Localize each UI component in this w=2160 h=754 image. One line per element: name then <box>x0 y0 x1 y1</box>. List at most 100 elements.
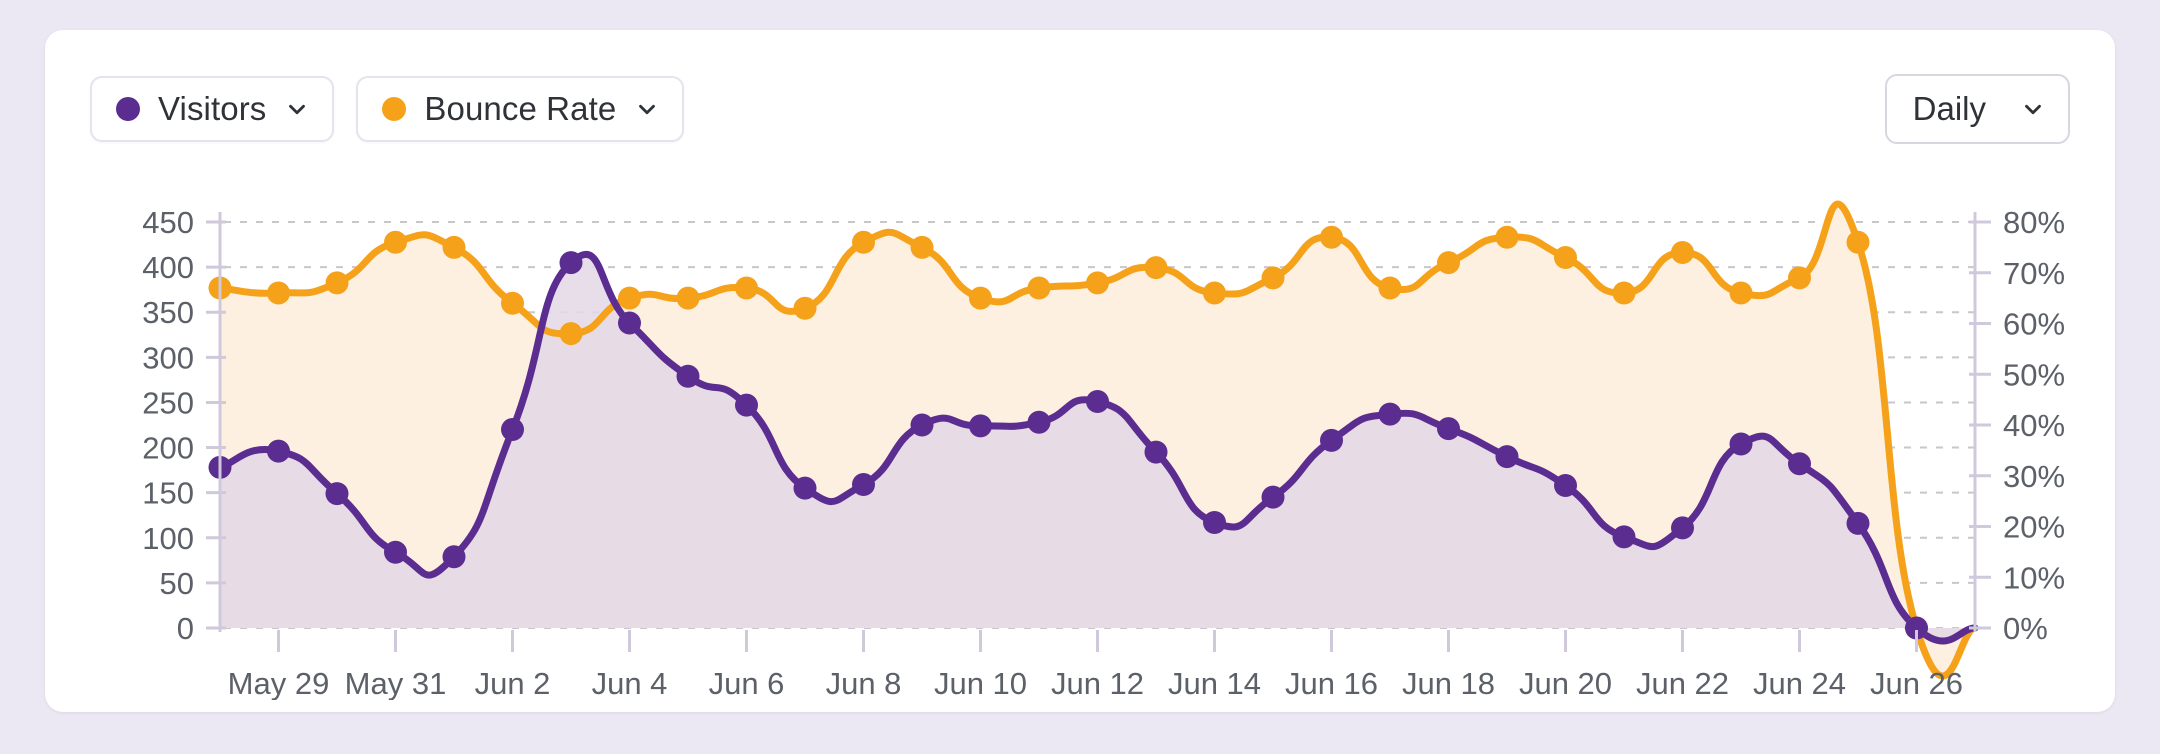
bounce-rate-point[interactable] <box>852 230 875 254</box>
right-axis-tick-label: 60% <box>2003 307 2065 342</box>
visitors-area-fill <box>220 254 1975 642</box>
x-axis-tick-label: Jun 12 <box>1051 666 1144 700</box>
bounce-rate-point[interactable] <box>442 235 466 259</box>
bounce-rate-point[interactable] <box>267 281 290 305</box>
bounce-rate-point[interactable] <box>735 276 758 300</box>
visitors-point[interactable] <box>384 540 407 564</box>
visitors-point[interactable] <box>325 482 349 506</box>
left-axis-tick-label: 50 <box>160 566 194 601</box>
visitors-point[interactable] <box>442 545 466 569</box>
visitors-point[interactable] <box>1086 390 1109 414</box>
bounce-rate-point[interactable] <box>1261 266 1285 290</box>
visitors-point[interactable] <box>1612 525 1636 549</box>
bounce-rate-point[interactable] <box>969 286 992 310</box>
x-axis-tick-label: Jun 8 <box>826 666 902 700</box>
metric-selector-visitors-label: Visitors <box>158 90 267 127</box>
left-axis-tick-label: 250 <box>142 385 194 420</box>
dual-axis-line-chart: 0 50 100 150 200 250 300 350 400 450 0% 10% 20% 30% 40… <box>142 200 2065 700</box>
bounce-rate-point[interactable] <box>1320 225 1343 249</box>
bounce-rate-point[interactable] <box>676 286 700 310</box>
visitors-point[interactable] <box>1261 485 1285 509</box>
right-axis-tick-label: 20% <box>2003 510 2065 545</box>
visitors-point[interactable] <box>1144 440 1168 464</box>
left-axis-tick-label: 300 <box>142 340 194 375</box>
left-axis-tick-label: 450 <box>142 205 194 240</box>
left-axis-tick-label: 100 <box>142 521 194 556</box>
left-axis-tick-label: 200 <box>142 431 194 466</box>
visitors-point[interactable] <box>1378 402 1402 426</box>
visitors-point[interactable] <box>969 414 992 438</box>
bounce-rate-point[interactable] <box>384 230 407 254</box>
bounce-rate-point[interactable] <box>1671 240 1694 264</box>
visitors-point[interactable] <box>1320 428 1343 452</box>
x-axis-tick-label: Jun 18 <box>1402 666 1495 700</box>
right-axis-tick-label: 10% <box>2003 560 2065 595</box>
x-axis-tick-label: Jun 22 <box>1636 666 1729 700</box>
metric-selector-bounce-rate[interactable]: Bounce Rate <box>356 76 685 142</box>
x-axis-tick-label: Jun 14 <box>1168 666 1261 700</box>
bounce-rate-point[interactable] <box>1027 276 1051 300</box>
visitors-point[interactable] <box>501 418 524 442</box>
bounce-rate-point[interactable] <box>325 271 349 295</box>
bounce-rate-point[interactable] <box>1729 281 1753 305</box>
visitors-point[interactable] <box>1495 445 1519 469</box>
right-axis-tick-label: 50% <box>2003 357 2065 392</box>
left-axis-tick-label: 400 <box>142 250 194 285</box>
bounce-rate-point[interactable] <box>501 291 524 315</box>
visitors-point[interactable] <box>559 251 583 275</box>
visitors-point[interactable] <box>1203 510 1226 534</box>
x-axis-tick-label: Jun 10 <box>934 666 1027 700</box>
metric-selector-visitors[interactable]: Visitors <box>90 76 335 142</box>
x-axis-tick-label: Jun 2 <box>475 666 551 700</box>
visitors-point[interactable] <box>1846 511 1870 535</box>
bounce-rate-point[interactable] <box>618 286 641 310</box>
x-axis-tick-label: May 29 <box>228 666 330 700</box>
bounce-rate-point[interactable] <box>1554 246 1577 270</box>
chevron-down-icon <box>639 104 656 115</box>
period-interval-select[interactable]: Daily <box>1884 74 2070 144</box>
bounce-rate-point[interactable] <box>1495 225 1519 249</box>
right-axis-tick-label: 0% <box>2003 611 2048 646</box>
visitors-point[interactable] <box>735 393 758 417</box>
left-axis-tick-label: 150 <box>142 476 194 511</box>
x-axis-tick-label: Jun 4 <box>592 666 668 700</box>
visitors-point[interactable] <box>1905 616 1928 640</box>
bounce-rate-point[interactable] <box>1203 281 1226 305</box>
visitors-point[interactable] <box>1554 473 1577 497</box>
x-axis-tick-label: May 31 <box>345 666 447 700</box>
visitors-color-dot-icon <box>116 97 140 121</box>
visitors-point[interactable] <box>1729 432 1753 456</box>
x-axis-tick-label: Jun 24 <box>1753 666 1846 700</box>
bounce-rate-point[interactable] <box>1144 256 1168 280</box>
visitors-point[interactable] <box>676 364 700 388</box>
visitors-point[interactable] <box>1788 452 1811 476</box>
bounce-rate-point[interactable] <box>1788 266 1811 290</box>
metric-selector-bounce-rate-label: Bounce Rate <box>424 90 617 127</box>
x-axis-tick-label: Jun 6 <box>709 666 785 700</box>
visitors-point[interactable] <box>618 311 641 335</box>
bounce-rate-point[interactable] <box>559 322 583 346</box>
x-axis-tick-label: Jun 16 <box>1285 666 1378 700</box>
visitors-point[interactable] <box>852 473 875 497</box>
bounce-rate-point[interactable] <box>1086 271 1109 295</box>
visitors-point[interactable] <box>267 439 290 463</box>
visitors-point[interactable] <box>1437 417 1460 441</box>
bounce-rate-point[interactable] <box>910 235 934 259</box>
period-interval-label: Daily <box>1912 90 1986 127</box>
chevron-down-icon <box>289 104 306 115</box>
right-axis-tick-label: 40% <box>2003 408 2065 443</box>
bounce-rate-point[interactable] <box>1612 281 1636 305</box>
bounce-rate-point[interactable] <box>1437 251 1460 275</box>
visitors-point[interactable] <box>1027 410 1051 434</box>
bounce-rate-point[interactable] <box>1846 230 1870 254</box>
visitors-point[interactable] <box>910 413 934 437</box>
chart-toolbar: Visitors Bounce Rate Daily <box>90 72 2070 146</box>
bounce-rate-point[interactable] <box>1378 276 1402 300</box>
chart-area: 0 50 100 150 200 250 300 350 400 450 0% 10% 20% 30% 40… <box>45 180 2115 700</box>
x-axis-tick-label: Jun 26 <box>1870 666 1963 700</box>
visitors-point[interactable] <box>1671 516 1694 540</box>
bounce-rate-point[interactable] <box>793 296 817 320</box>
x-axis-tick-label: Jun 20 <box>1519 666 1612 700</box>
left-axis-tick-label: 350 <box>142 295 194 330</box>
visitors-point[interactable] <box>793 476 817 500</box>
